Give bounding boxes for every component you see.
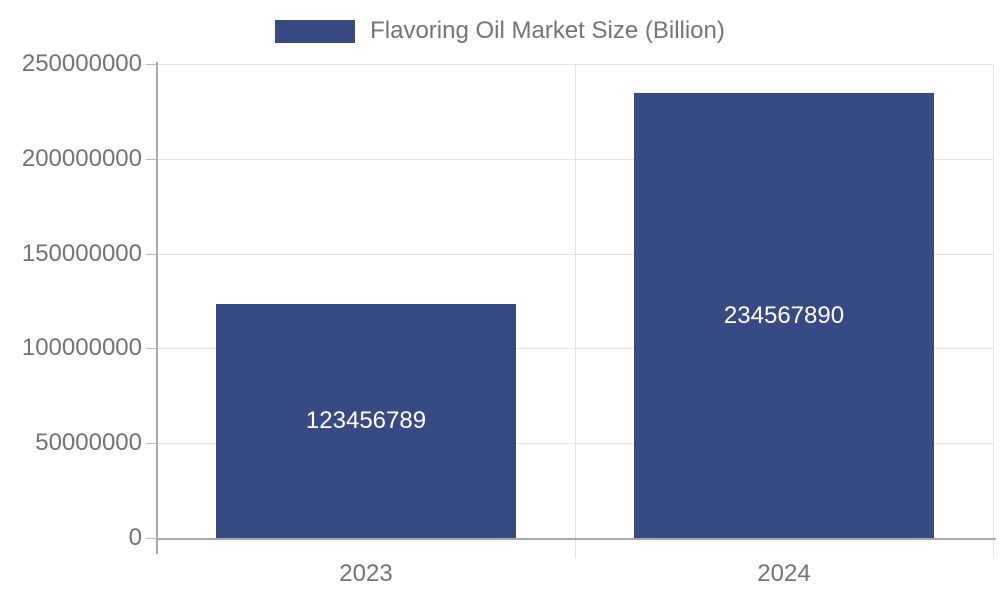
category-boundary-line xyxy=(993,64,994,558)
y-tick-mark xyxy=(146,254,156,255)
bar-value-label-2023: 123456789 xyxy=(305,407,427,434)
y-tick-mark xyxy=(146,443,156,444)
y-axis-line xyxy=(156,62,158,554)
y-axis-label-100000000: 100000000 xyxy=(21,334,142,361)
legend-label: Flavoring Oil Market Size (Billion) xyxy=(370,17,725,44)
y-axis-label-200000000: 200000000 xyxy=(21,145,142,172)
legend[interactable]: Flavoring Oil Market Size (Billion) xyxy=(0,17,1000,45)
x-axis-label-2024: 2024 xyxy=(757,560,811,587)
y-tick-mark xyxy=(146,64,156,65)
y-axis-label-0: 0 xyxy=(128,524,142,551)
y-axis-label-250000000: 250000000 xyxy=(21,50,142,77)
bar-2023[interactable]: 123456789 xyxy=(216,304,516,538)
x-axis-line xyxy=(156,538,996,540)
category-boundary-line xyxy=(575,64,576,558)
y-axis-label-150000000: 150000000 xyxy=(21,240,142,267)
y-tick-mark xyxy=(146,538,156,539)
y-axis-label-50000000: 50000000 xyxy=(35,429,142,456)
x-axis-label-2023: 2023 xyxy=(339,560,393,587)
bar-value-label-2024: 234567890 xyxy=(723,301,845,329)
y-tick-mark xyxy=(146,348,156,349)
bar-2024[interactable]: 234567890 xyxy=(634,93,934,538)
legend-swatch-icon xyxy=(275,19,356,43)
y-tick-mark xyxy=(146,159,156,160)
